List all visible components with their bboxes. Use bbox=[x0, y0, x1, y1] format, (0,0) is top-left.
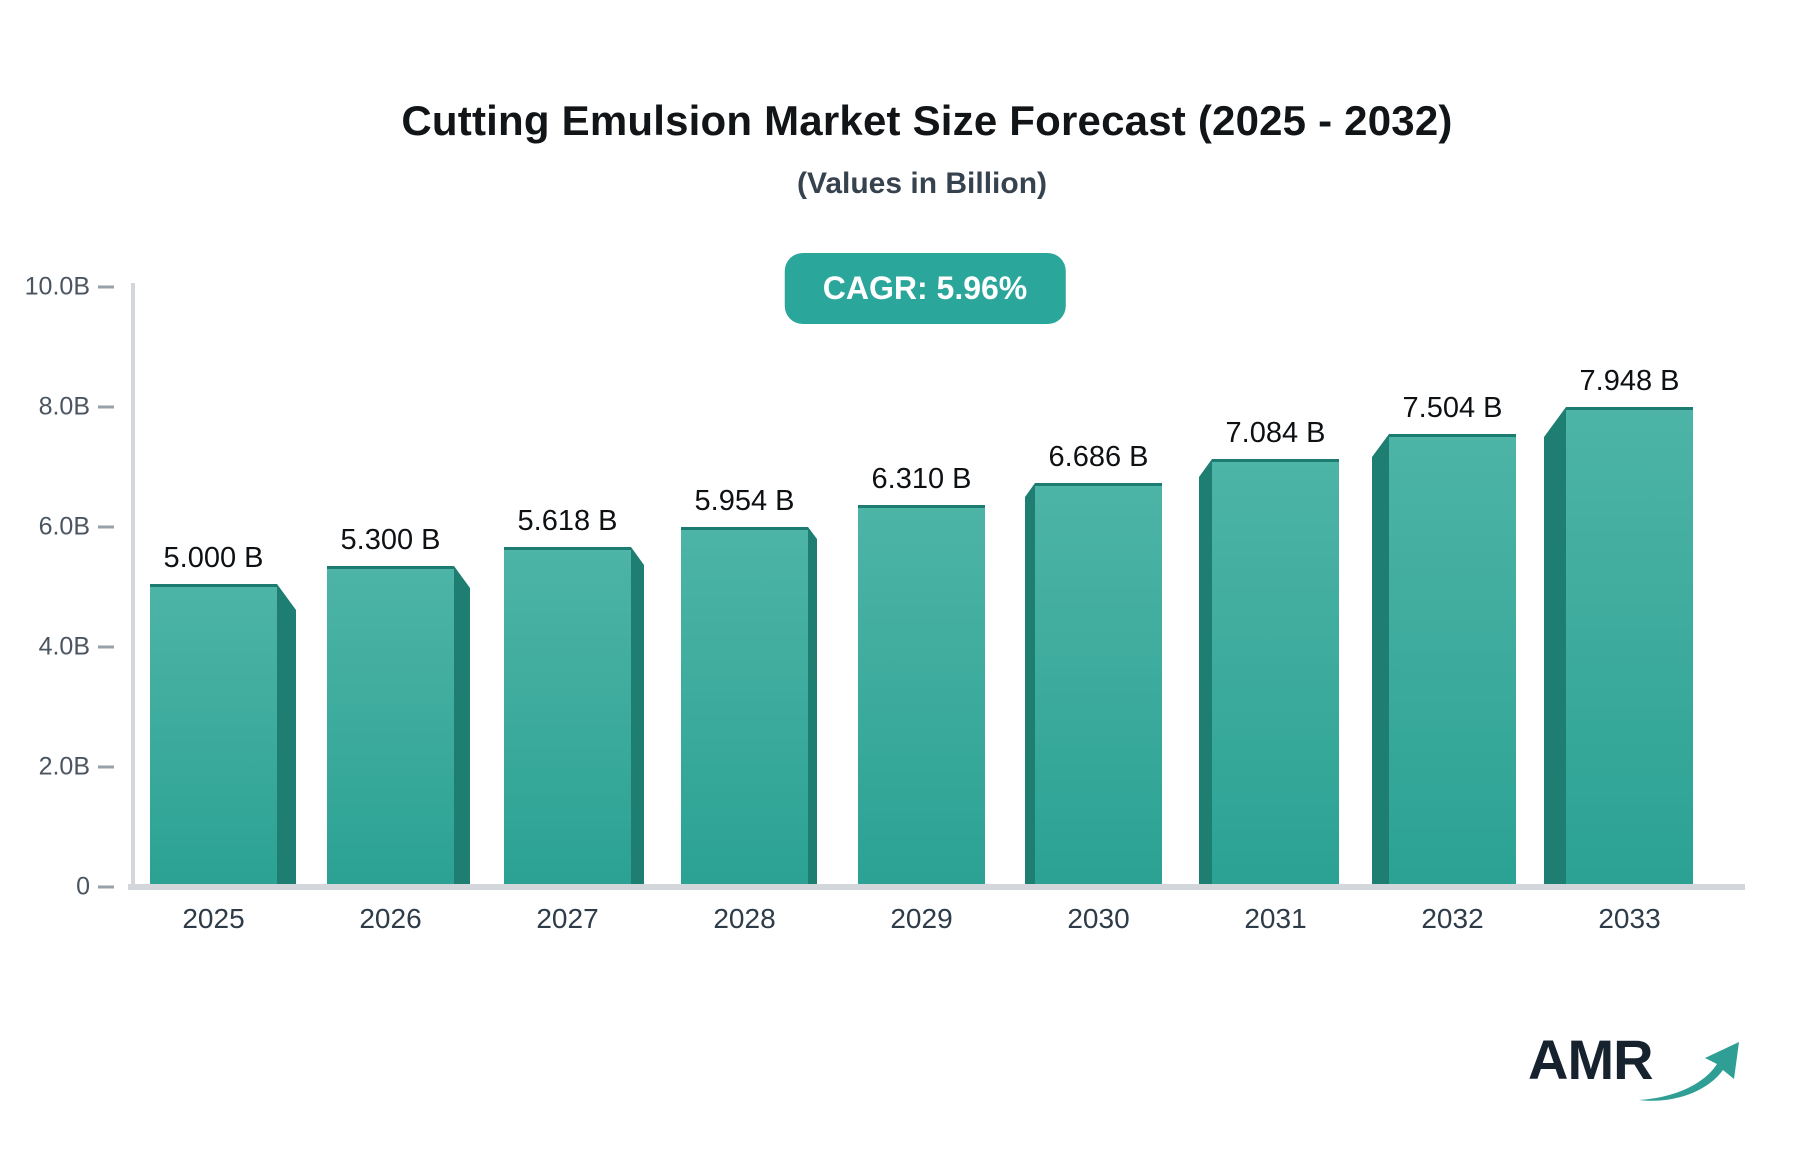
y-tick-label-0: 0 bbox=[76, 872, 90, 901]
x-axis-line bbox=[128, 884, 1745, 890]
bar-2032 bbox=[1389, 434, 1516, 884]
y-tick-dash bbox=[98, 405, 114, 409]
bar-2030 bbox=[1035, 483, 1162, 884]
bar-2029 bbox=[858, 505, 985, 884]
x-label-2032: 2032 bbox=[1421, 903, 1484, 934]
bar-side-2026 bbox=[454, 566, 470, 884]
bar-value-label-2027: 5.618 B bbox=[517, 505, 618, 537]
y-tick-label-4.0B: 4.0B bbox=[38, 632, 90, 661]
bar-value-label-2029: 6.310 B bbox=[871, 463, 972, 495]
cagr-badge: CAGR: 5.96% bbox=[784, 253, 1066, 324]
bar-side-2033 bbox=[1544, 407, 1566, 884]
bar-2026 bbox=[327, 566, 454, 884]
y-tick-dash bbox=[98, 885, 114, 889]
bar-side-2027 bbox=[631, 547, 644, 884]
y-tick-label-8.0B: 8.0B bbox=[38, 392, 90, 421]
x-label-2027: 2027 bbox=[536, 903, 599, 934]
bar-value-label-2030: 6.686 B bbox=[1048, 441, 1149, 473]
bar-side-2031 bbox=[1199, 459, 1212, 884]
y-tick-label-2.0B: 2.0B bbox=[38, 752, 90, 781]
bar-2027 bbox=[504, 547, 631, 884]
growth-arrow-icon bbox=[1638, 1042, 1739, 1101]
x-label-2026: 2026 bbox=[359, 903, 422, 934]
x-label-2025: 2025 bbox=[182, 903, 245, 934]
bar-value-label-2028: 5.954 B bbox=[694, 485, 795, 517]
bar-side-2030 bbox=[1025, 483, 1035, 884]
bar-side-2025 bbox=[277, 584, 296, 884]
x-label-2029: 2029 bbox=[890, 903, 953, 934]
chart-subtitle: (Values in Billion) bbox=[796, 167, 1048, 200]
bar-value-label-2033: 7.948 B bbox=[1579, 365, 1680, 397]
bar-side-2028 bbox=[808, 527, 817, 884]
y-tick-label-6.0B: 6.0B bbox=[38, 512, 90, 541]
bar-value-label-2032: 7.504 B bbox=[1402, 392, 1503, 424]
bar-value-label-2026: 5.300 B bbox=[340, 524, 441, 556]
bar-side-2032 bbox=[1372, 434, 1389, 884]
y-tick-dash bbox=[98, 285, 114, 289]
x-label-2028: 2028 bbox=[713, 903, 776, 934]
bar-2028 bbox=[681, 527, 808, 884]
bar-2025 bbox=[150, 584, 277, 884]
bar-2033 bbox=[1566, 407, 1693, 884]
y-tick-dash bbox=[98, 765, 114, 769]
bar-2031 bbox=[1212, 459, 1339, 884]
amr-logo-text: AMR bbox=[1528, 1028, 1654, 1091]
x-label-2031: 2031 bbox=[1244, 903, 1307, 934]
x-label-2030: 2030 bbox=[1067, 903, 1130, 934]
y-tick-label-10.0B: 10.0B bbox=[24, 272, 90, 301]
bar-value-label-2025: 5.000 B bbox=[163, 542, 264, 574]
x-label-2033: 2033 bbox=[1598, 903, 1661, 934]
y-axis-line bbox=[131, 283, 135, 884]
chart-title: Cutting Emulsion Market Size Forecast (2… bbox=[401, 97, 1453, 144]
y-tick-dash bbox=[98, 525, 114, 529]
bar-value-label-2031: 7.084 B bbox=[1225, 417, 1326, 449]
amr-logo: AMR bbox=[1528, 1032, 1741, 1104]
y-tick-dash bbox=[98, 645, 114, 649]
